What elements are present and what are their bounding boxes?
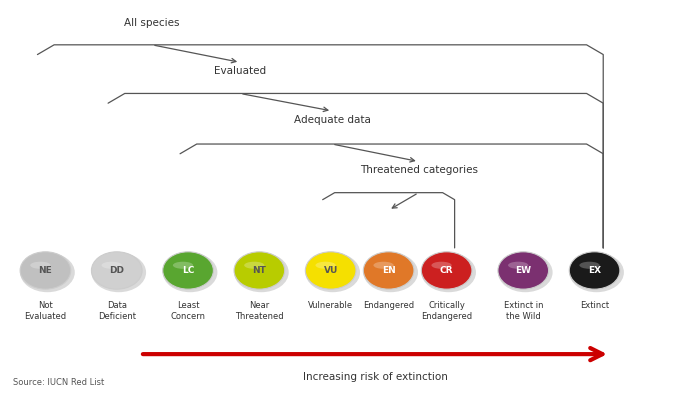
Text: DD: DD xyxy=(109,266,124,275)
Ellipse shape xyxy=(30,262,50,269)
Text: Extinct in
the Wild: Extinct in the Wild xyxy=(503,301,543,321)
Ellipse shape xyxy=(234,252,289,292)
Text: NE: NE xyxy=(39,266,52,275)
Ellipse shape xyxy=(305,252,356,289)
Text: EN: EN xyxy=(381,266,396,275)
Ellipse shape xyxy=(91,252,146,292)
Ellipse shape xyxy=(363,252,418,292)
Ellipse shape xyxy=(422,252,476,292)
Text: CR: CR xyxy=(440,266,454,275)
Ellipse shape xyxy=(163,252,218,292)
Ellipse shape xyxy=(422,252,472,289)
Text: All species: All species xyxy=(124,17,180,27)
Ellipse shape xyxy=(20,252,71,289)
Text: EX: EX xyxy=(588,266,601,275)
Ellipse shape xyxy=(508,262,528,269)
Text: Least
Concern: Least Concern xyxy=(171,301,205,321)
Ellipse shape xyxy=(569,252,624,292)
Text: Not
Evaluated: Not Evaluated xyxy=(24,301,67,321)
Text: Data
Deficient: Data Deficient xyxy=(98,301,136,321)
Ellipse shape xyxy=(498,252,549,289)
Text: Critically
Endangered: Critically Endangered xyxy=(421,301,472,321)
Ellipse shape xyxy=(363,252,414,289)
Ellipse shape xyxy=(305,252,360,292)
Ellipse shape xyxy=(101,262,122,269)
Text: Near
Threatened: Near Threatened xyxy=(235,301,284,321)
Text: Endangered: Endangered xyxy=(363,301,414,310)
Text: EW: EW xyxy=(515,266,531,275)
Ellipse shape xyxy=(20,252,75,292)
Text: Adequate data: Adequate data xyxy=(294,115,371,125)
Ellipse shape xyxy=(91,252,142,289)
Ellipse shape xyxy=(163,252,214,289)
Text: Extinct: Extinct xyxy=(580,301,609,310)
Text: Source: IUCN Red List: Source: IUCN Red List xyxy=(14,378,105,387)
Text: Threatened categories: Threatened categories xyxy=(360,166,477,175)
Text: Increasing risk of extinction: Increasing risk of extinction xyxy=(303,372,447,382)
Ellipse shape xyxy=(173,262,193,269)
Ellipse shape xyxy=(569,252,620,289)
Text: LC: LC xyxy=(182,266,194,275)
Ellipse shape xyxy=(316,262,336,269)
Ellipse shape xyxy=(498,252,553,292)
Ellipse shape xyxy=(431,262,452,269)
Text: NT: NT xyxy=(252,266,267,275)
Ellipse shape xyxy=(579,262,600,269)
Ellipse shape xyxy=(244,262,265,269)
Text: Evaluated: Evaluated xyxy=(214,66,266,76)
Text: Vulnerable: Vulnerable xyxy=(308,301,353,310)
Ellipse shape xyxy=(234,252,285,289)
Ellipse shape xyxy=(373,262,394,269)
Text: VU: VU xyxy=(324,266,338,275)
